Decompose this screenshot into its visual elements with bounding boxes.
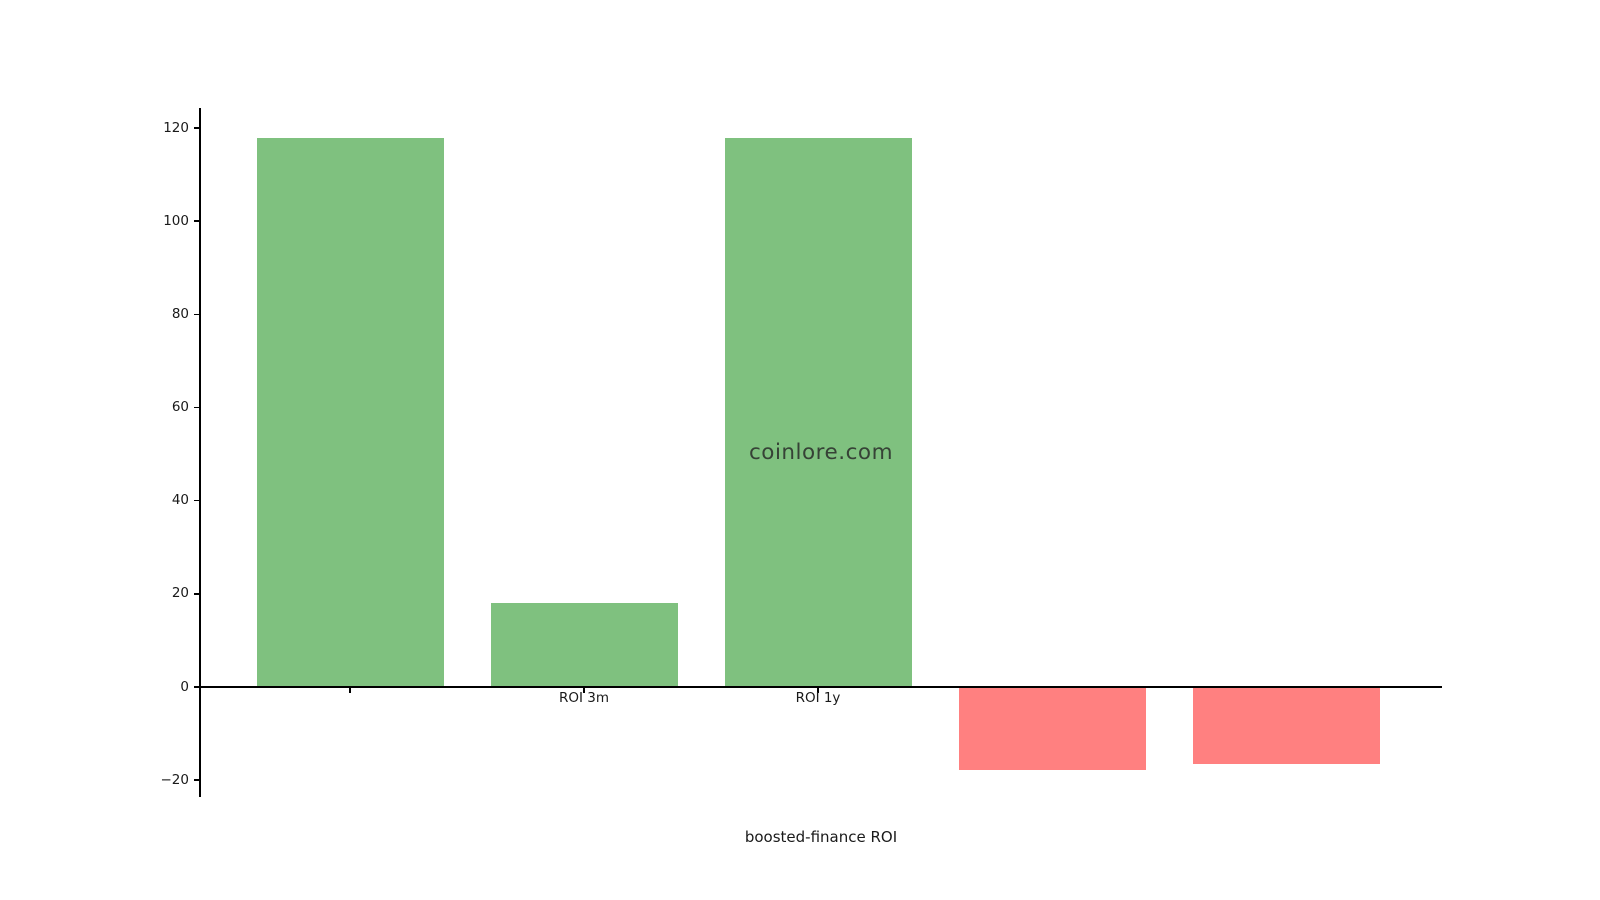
- y-tick-mark: [194, 127, 200, 129]
- bar-roi-3m: [490, 603, 678, 687]
- x-tick-mark: [349, 687, 351, 693]
- x-axis-zero-line: [200, 686, 1442, 688]
- y-tick-label: 100: [163, 212, 189, 229]
- y-tick-mark: [194, 779, 200, 781]
- y-tick-mark: [194, 593, 200, 595]
- bar-roi-1y: [724, 137, 912, 687]
- watermark: coinlore.com: [748, 440, 894, 465]
- bar-bar-5: [1192, 688, 1380, 764]
- y-tick-label: −20: [160, 771, 190, 788]
- y-tick-label: 20: [171, 585, 189, 602]
- y-tick-mark: [194, 313, 200, 316]
- x-tick-mark: [583, 687, 585, 693]
- y-tick-label: 40: [171, 492, 189, 509]
- x-tick-mark: [817, 687, 819, 693]
- y-tick-label: 60: [171, 399, 189, 415]
- y-tick-label: 120: [163, 119, 189, 136]
- y-tick-mark: [194, 686, 200, 688]
- bar-bar-4: [958, 688, 1146, 770]
- x-tick-label: ROI 1y: [795, 690, 841, 706]
- y-tick-mark: [194, 406, 200, 409]
- bar-bar-1: [256, 137, 444, 687]
- y-axis-spine: [199, 108, 201, 797]
- y-tick-label: 0: [180, 678, 189, 695]
- chart-title: boosted-finance ROI: [744, 828, 898, 846]
- x-tick-label: ROI 3m: [558, 690, 610, 706]
- y-tick-label: 80: [171, 305, 189, 322]
- y-tick-mark: [194, 220, 200, 222]
- y-tick-mark: [194, 499, 200, 502]
